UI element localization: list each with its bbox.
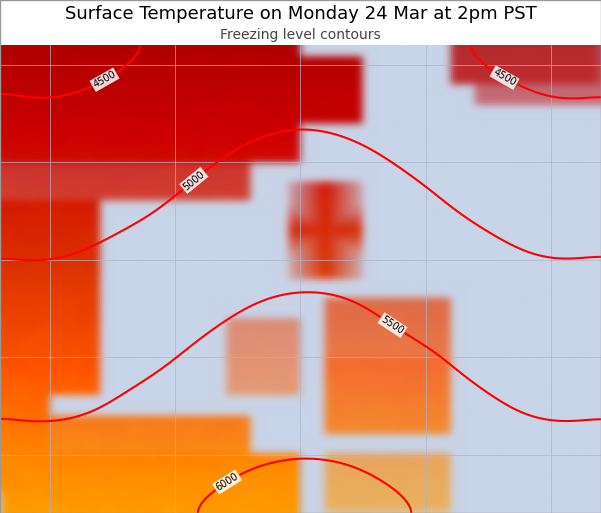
Text: 4500: 4500: [492, 67, 517, 88]
Text: 4500: 4500: [91, 69, 118, 90]
Text: Surface Temperature on Monday 24 Mar at 2pm PST: Surface Temperature on Monday 24 Mar at …: [65, 5, 536, 23]
Text: Freezing level contours: Freezing level contours: [220, 28, 381, 42]
Text: 6000: 6000: [214, 471, 240, 493]
Text: 5500: 5500: [379, 314, 406, 336]
Text: 5000: 5000: [181, 169, 207, 192]
